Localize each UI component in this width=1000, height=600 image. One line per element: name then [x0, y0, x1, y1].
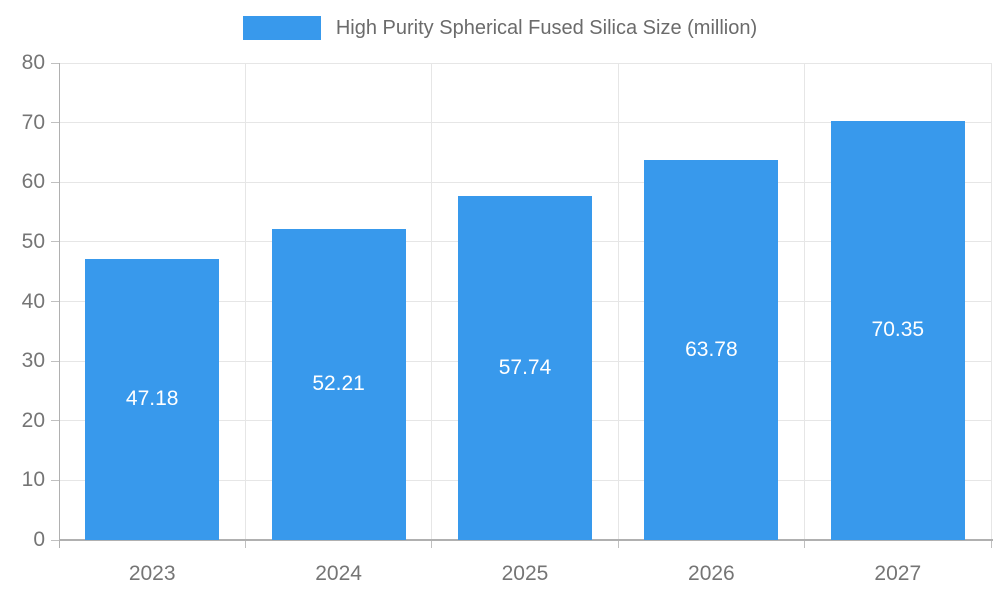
x-axis-line: [59, 539, 993, 541]
y-axis-tick: [51, 62, 59, 64]
y-axis-tick: [51, 360, 59, 362]
legend-swatch: [242, 16, 321, 40]
x-axis-tick: [804, 540, 806, 548]
bar-value-label: 63.78: [685, 337, 738, 361]
y-gridline: [59, 62, 991, 64]
bar[interactable]: 70.35: [830, 120, 965, 540]
y-axis-tick: [51, 301, 59, 302]
y-axis-label: 70: [21, 110, 45, 134]
legend: High Purity Spherical Fused Silica Size …: [0, 16, 1000, 40]
bar-value-label: 52.21: [312, 372, 365, 396]
x-axis-label: 2023: [128, 562, 176, 585]
y-axis-label: 50: [21, 229, 45, 253]
y-axis-tick: [51, 122, 59, 124]
x-axis-label: 2027: [874, 562, 922, 585]
x-gridline: [617, 63, 619, 540]
legend-label: High Purity Spherical Fused Silica Size …: [335, 17, 758, 39]
y-gridline: [59, 181, 991, 183]
plot-right-border: [990, 63, 992, 540]
y-axis-label: 10: [21, 468, 45, 492]
bar[interactable]: 52.21: [271, 228, 406, 540]
x-gridline: [244, 63, 246, 540]
y-axis-label: 30: [21, 349, 45, 373]
x-axis-label: 2025: [501, 562, 549, 585]
bar[interactable]: 47.18: [85, 258, 220, 540]
y-axis-tick: [51, 181, 59, 183]
bar[interactable]: 57.74: [458, 195, 592, 540]
bar[interactable]: 63.78: [644, 159, 779, 540]
y-axis-label: 60: [21, 170, 45, 194]
x-axis-tick: [990, 540, 992, 548]
y-gridline: [59, 122, 991, 124]
y-axis-label: 20: [21, 408, 45, 432]
x-axis-label: 2026: [688, 562, 735, 585]
y-axis-label: 40: [21, 289, 45, 313]
y-axis-label: 80: [21, 51, 45, 74]
y-axis-tick: [51, 420, 59, 422]
x-gridline: [431, 63, 433, 540]
y-axis-tick: [51, 539, 59, 541]
bar-value-label: 47.18: [125, 387, 179, 411]
y-axis-label: 0: [33, 528, 45, 551]
x-axis-tick: [431, 540, 433, 548]
y-axis-tick: [51, 479, 59, 481]
legend-item[interactable]: High Purity Spherical Fused Silica Size …: [242, 16, 758, 40]
x-axis-label: 2024: [315, 562, 362, 585]
x-axis-tick: [244, 540, 246, 548]
x-gridline: [804, 63, 806, 540]
bar-value-label: 70.35: [871, 318, 925, 342]
y-axis-line: [59, 63, 60, 548]
y-axis-tick: [51, 241, 59, 243]
bar-value-label: 57.74: [498, 355, 552, 379]
x-axis-tick: [617, 540, 619, 548]
